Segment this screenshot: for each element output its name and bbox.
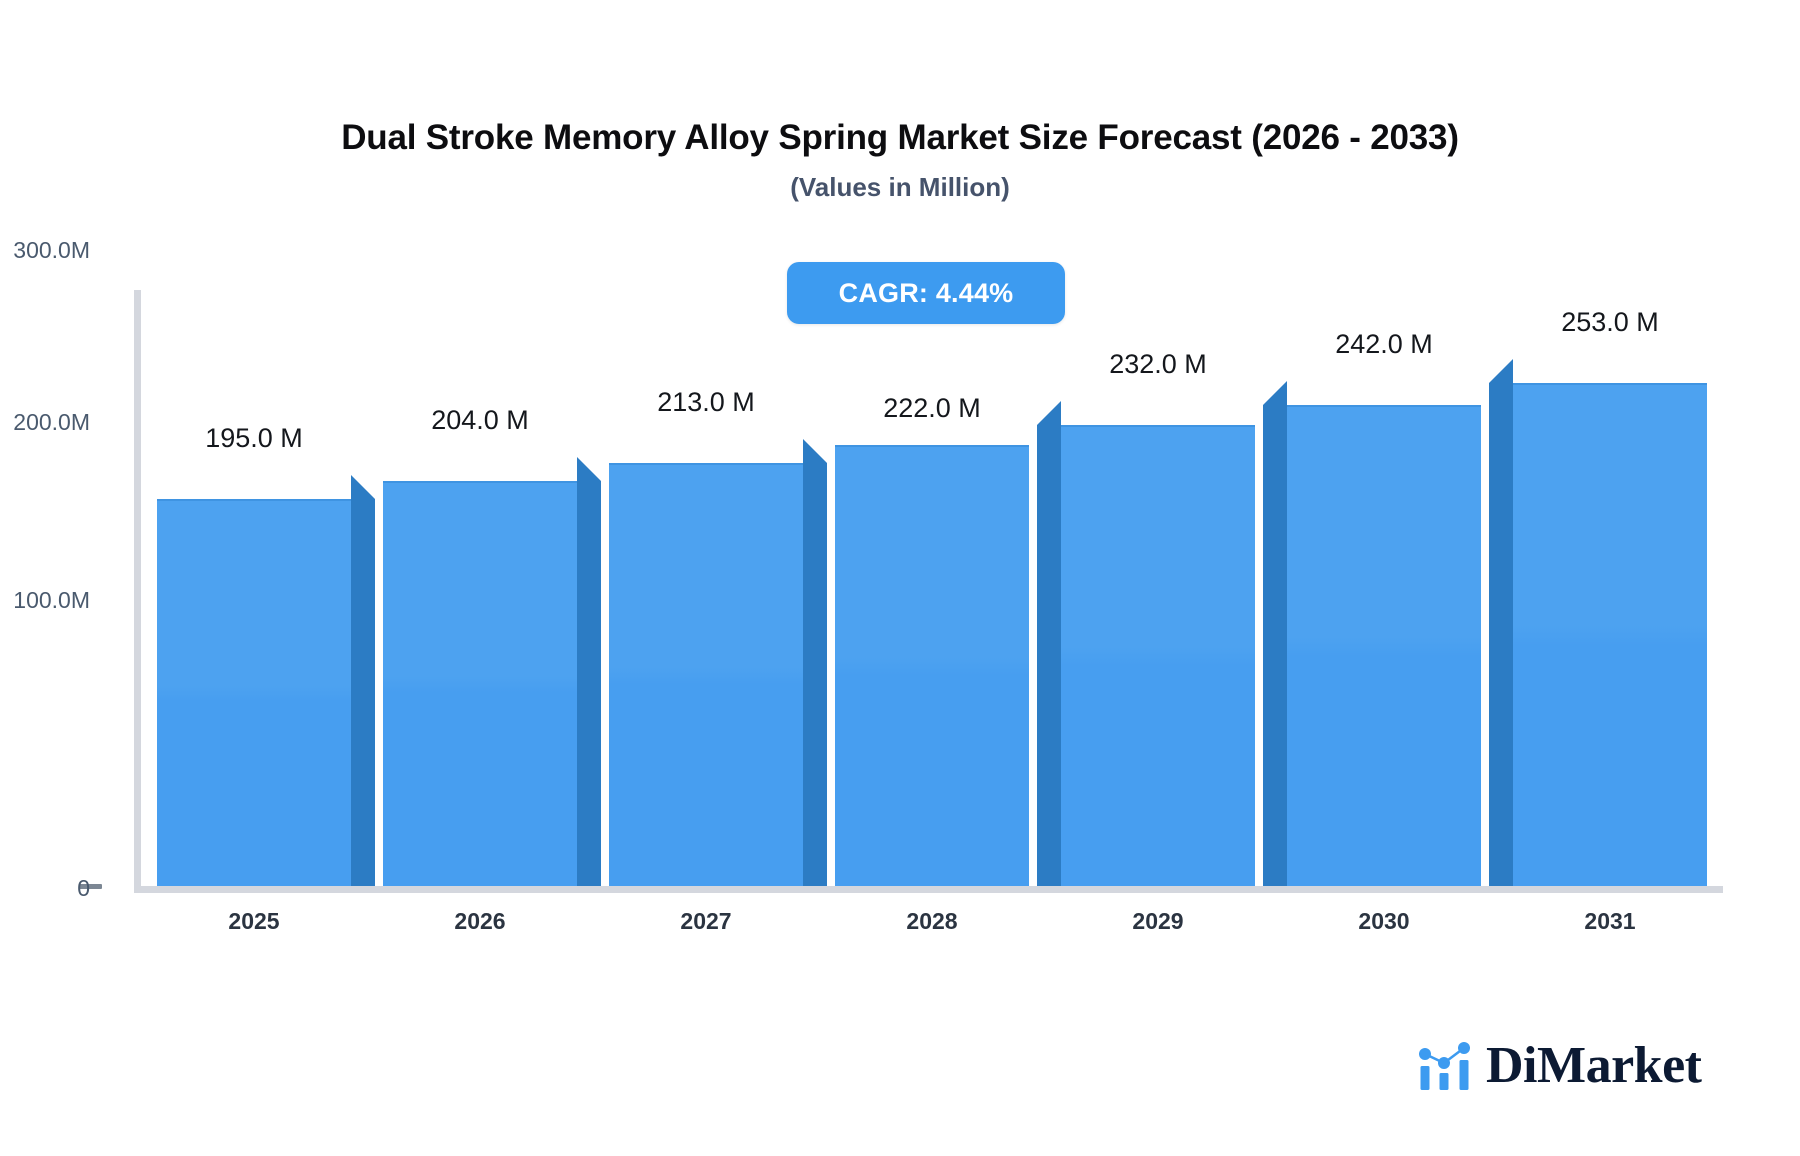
- bar-top-bevel: [351, 475, 375, 499]
- bar-side-face: [803, 463, 827, 886]
- bar-2025: [157, 475, 375, 886]
- bar-front-face: [383, 481, 577, 886]
- bar-side-face: [1263, 405, 1287, 886]
- bar-2030: [1263, 381, 1481, 886]
- bar-top-bevel: [803, 439, 827, 463]
- bar-value-label-2027: 213.0 M: [657, 387, 755, 417]
- x-tick-label-2025: 2025: [228, 908, 280, 934]
- bar-top-bevel: [577, 457, 601, 481]
- bar-value-label-2029: 232.0 M: [1109, 349, 1207, 379]
- bar-front-face: [1513, 383, 1707, 886]
- cagr-badge-label: CAGR: 4.44%: [838, 277, 1014, 308]
- bar-value-label-2028: 222.0 M: [883, 393, 981, 423]
- bar-front-face: [1287, 405, 1481, 886]
- y-tick-label-0: 0: [77, 875, 90, 901]
- bar-value-label-2026: 204.0 M: [431, 405, 529, 435]
- bar-value-label-2031: 253.0 M: [1561, 307, 1659, 337]
- bar-2029: [1037, 401, 1255, 886]
- bar-side-face: [351, 499, 375, 886]
- x-tick-label-2031: 2031: [1584, 908, 1636, 934]
- cagr-badge: CAGR: 4.44%: [787, 262, 1065, 324]
- bar-2027: [609, 439, 827, 886]
- chart-subtitle: (Values in Million): [790, 172, 1010, 202]
- bar-front-face: [609, 463, 803, 886]
- bar-front-face: [157, 499, 351, 886]
- x-tick-label-2029: 2029: [1132, 908, 1184, 934]
- x-axis-line: [134, 886, 1723, 893]
- brand-logo: DiMarket: [1418, 1037, 1702, 1094]
- bar-side-face: [577, 481, 601, 886]
- x-tick-label-2027: 2027: [680, 908, 732, 934]
- x-tick-label-2028: 2028: [906, 908, 958, 934]
- bar-side-face: [1037, 425, 1061, 886]
- x-tick-label-2026: 2026: [454, 908, 506, 934]
- bar-side-face: [1489, 383, 1513, 886]
- bar-value-label-2030: 242.0 M: [1335, 329, 1433, 359]
- bar-2026: [383, 457, 601, 886]
- chart-title: Dual Stroke Memory Alloy Spring Market S…: [341, 118, 1459, 157]
- bar-front-face: [835, 445, 1029, 886]
- bar-2028: [835, 421, 1029, 886]
- y-tick-label-200: 200.0M: [13, 409, 90, 435]
- x-tick-label-2030: 2030: [1358, 908, 1410, 934]
- y-axis-line: [134, 290, 141, 886]
- bar-value-label-2025: 195.0 M: [205, 423, 303, 453]
- y-axis-zero-tick: [79, 884, 102, 889]
- brand-logo-text: DiMarket: [1486, 1037, 1702, 1094]
- y-tick-label-100: 100.0M: [13, 587, 90, 613]
- bar-2031: [1489, 359, 1707, 886]
- bar-front-face: [1061, 425, 1255, 886]
- bar-top-bevel: [1037, 401, 1061, 425]
- bar-chart-icon: [1418, 1041, 1472, 1091]
- bar-top-bevel: [1489, 359, 1513, 383]
- y-tick-label-300: 300.0M: [13, 237, 90, 263]
- bar-top-bevel: [1263, 381, 1287, 405]
